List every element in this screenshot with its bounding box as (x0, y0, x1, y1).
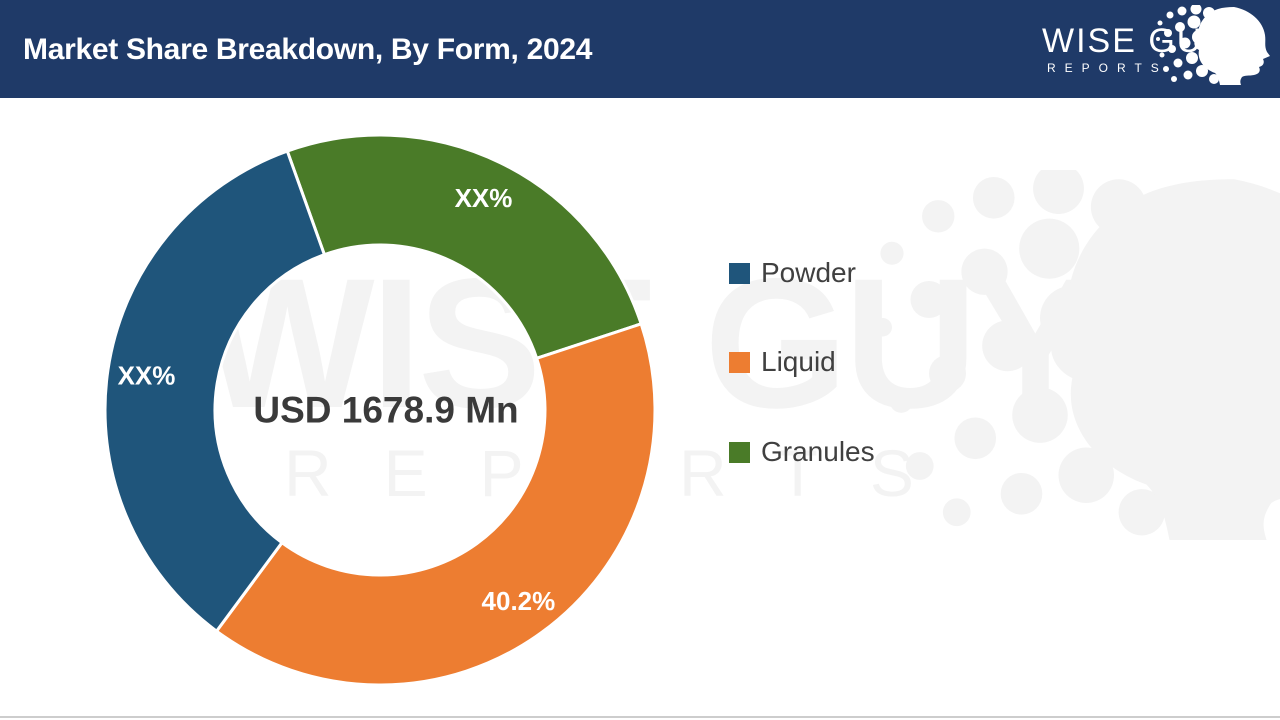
legend-label-granules: Granules (761, 436, 875, 467)
legend-swatch-powder (729, 262, 750, 284)
legend-item-granules: Granules (729, 437, 875, 467)
legend-item-powder: Powder (729, 258, 856, 288)
chart-title: Market Share Breakdown, By Form, 2024 (23, 33, 593, 66)
legend-swatch-granules (729, 441, 750, 463)
logo-tagline: REPORTS (1047, 61, 1168, 75)
bottom-divider (0, 716, 1280, 718)
donut-segment-powder (103, 149, 326, 633)
legend-label-powder: Powder (761, 257, 856, 288)
legend-swatch-liquid (729, 351, 750, 373)
segment-label-powder: XX% (118, 361, 176, 391)
center-total-value: USD 1678.9 Mn (253, 390, 518, 431)
donut-segment-granules (285, 133, 643, 360)
legend-item-liquid: Liquid (729, 347, 836, 377)
watermark-face-icon (873, 170, 1280, 540)
header-bar: Market Share Breakdown, By Form, 2024 WI… (0, 0, 1280, 98)
segment-label-liquid: 40.2% (482, 586, 556, 616)
face-profile-logo-icon (1156, 5, 1270, 85)
legend-label-liquid: Liquid (761, 346, 836, 377)
donut-segment-liquid (215, 322, 657, 687)
segment-label-granules: XX% (455, 183, 513, 213)
donut-chart: XX% 40.2% XX% USD 1678.9 Mn (103, 133, 657, 687)
